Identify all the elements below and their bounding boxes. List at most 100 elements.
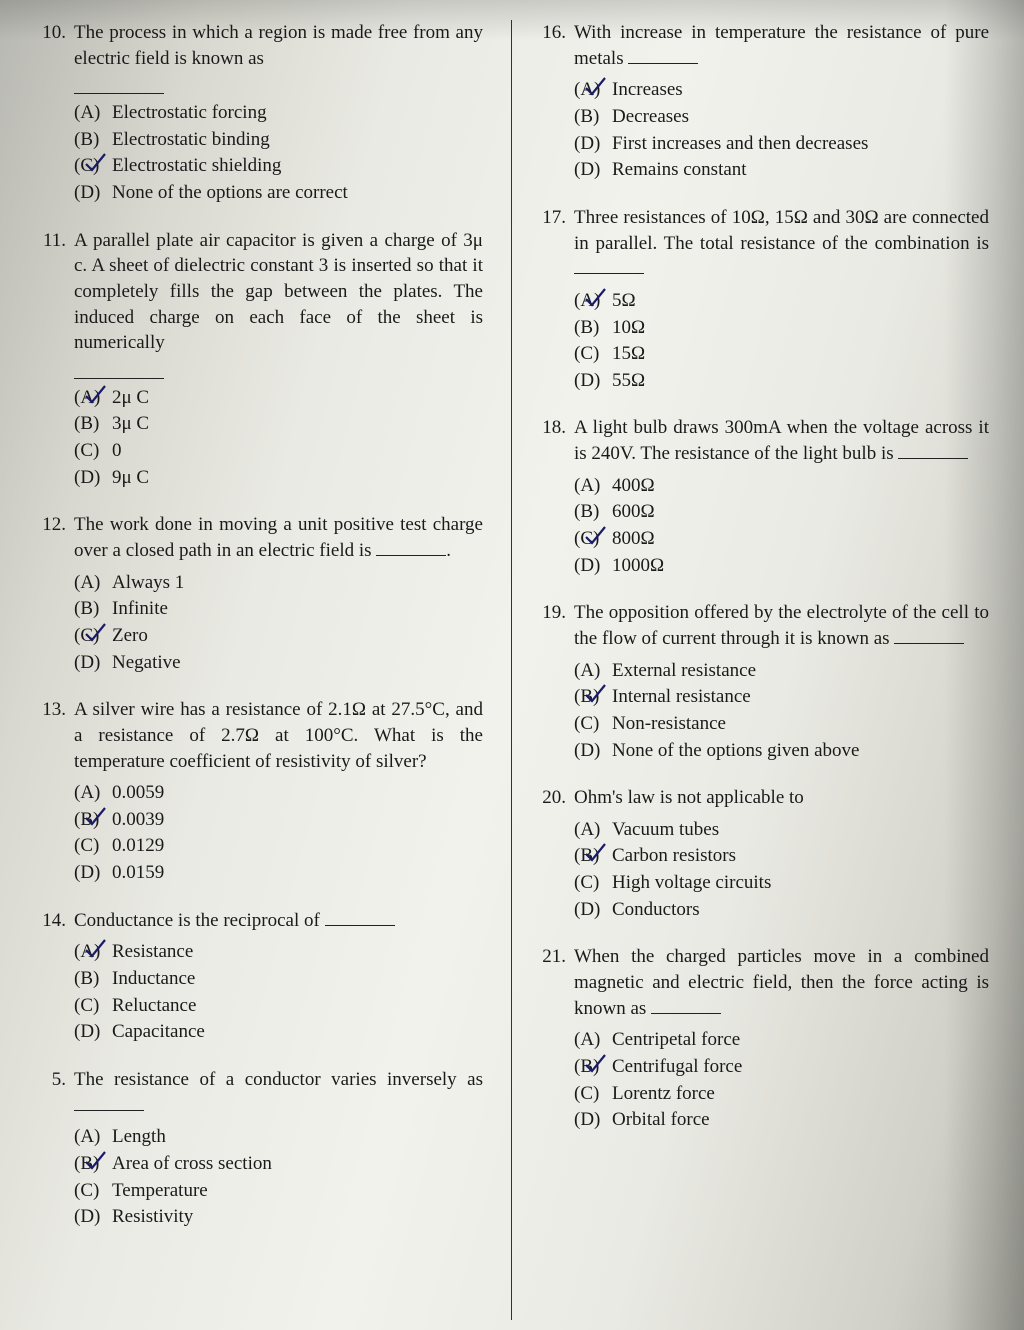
option-text: 3μ C [112, 411, 483, 437]
option-label: (B) [574, 684, 612, 710]
question-text-content: When the charged particles move in a com… [574, 946, 989, 1018]
option: (B)Electrostatic binding [74, 127, 483, 153]
option-label: (B) [574, 1054, 612, 1080]
option-label: (B) [74, 411, 112, 437]
option-text: Temperature [112, 1178, 483, 1204]
option: (C)0.0129 [74, 833, 483, 859]
question-text: A silver wire has a resistance of 2.1Ω a… [74, 697, 483, 774]
option-label: (A) [574, 77, 612, 103]
question-number: 19. [540, 600, 574, 651]
option-text: Capacitance [112, 1019, 483, 1045]
option-label: (B) [574, 315, 612, 341]
options-list: (A)Electrostatic forcing(B)Electrostatic… [74, 100, 483, 206]
options-list: (A)Centripetal force(B)Centrifugal force… [574, 1027, 989, 1133]
option-label-text: (C) [74, 440, 99, 461]
option-label: (C) [574, 526, 612, 552]
option-text: Centrifugal force [612, 1054, 989, 1080]
options-list: (A)Vacuum tubes(B)Carbon resistors(C)Hig… [574, 817, 989, 923]
options-list: (A)2μ C(B)3μ C(C)0(D)9μ C [74, 385, 483, 491]
option-label: (B) [74, 807, 112, 833]
option: (A)Increases [574, 77, 989, 103]
option-text: 1000Ω [612, 553, 989, 579]
option-label-text: (A) [574, 79, 600, 100]
option-label-text: (C) [574, 528, 599, 549]
option-label: (A) [74, 939, 112, 965]
question-stem: 13.A silver wire has a resistance of 2.1… [40, 697, 483, 774]
option: (A)Always 1 [74, 570, 483, 596]
question-stem: 11.A parallel plate air capacitor is giv… [40, 228, 483, 379]
question-text-content: A silver wire has a resistance of 2.1Ω a… [74, 699, 483, 771]
question-block: 20.Ohm's law is not applicable to(A)Vacu… [540, 785, 989, 922]
blank-line [74, 358, 164, 379]
option-label: (C) [574, 870, 612, 896]
option: (C)0 [74, 438, 483, 464]
option-label: (A) [574, 288, 612, 314]
option-text: 0.0159 [112, 860, 483, 886]
right-column: 16.With increase in temperature the resi… [512, 20, 994, 1320]
option-label-text: (D) [74, 1021, 100, 1042]
option: (D)Orbital force [574, 1107, 989, 1133]
option-label-text: (D) [74, 862, 100, 883]
left-column: 10.The process in which a region is made… [30, 20, 512, 1320]
option-label-text: (D) [74, 1206, 100, 1227]
option-label: (A) [574, 1027, 612, 1053]
option: (A)Vacuum tubes [574, 817, 989, 843]
option-label: (B) [74, 596, 112, 622]
question-number: 10. [40, 20, 74, 94]
period: . [446, 540, 451, 561]
option-label: (C) [74, 833, 112, 859]
question-number: 17. [540, 205, 574, 282]
option: (B)0.0039 [74, 807, 483, 833]
question-block: 19.The opposition offered by the electro… [540, 600, 989, 763]
option-label: (D) [74, 465, 112, 491]
option-label: (B) [74, 127, 112, 153]
option-label-text: (C) [74, 155, 99, 176]
option-text: Internal resistance [612, 684, 989, 710]
blank-line [651, 996, 721, 1014]
option-text: First increases and then decreases [612, 131, 989, 157]
option-text: 0.0129 [112, 833, 483, 859]
option-label-text: (D) [574, 555, 600, 576]
option-label-text: (B) [74, 598, 99, 619]
blank-line [325, 908, 395, 926]
option-label-text: (C) [574, 713, 599, 734]
question-text-content: Three resistances of 10Ω, 15Ω and 30Ω ar… [574, 207, 989, 254]
option-text: Carbon resistors [612, 843, 989, 869]
option: (B)600Ω [574, 499, 989, 525]
option-label-text: (C) [74, 625, 99, 646]
option-label: (C) [74, 1178, 112, 1204]
option-label-text: (D) [574, 159, 600, 180]
option-text: 10Ω [612, 315, 989, 341]
option: (C)15Ω [574, 341, 989, 367]
option: (A)Centripetal force [574, 1027, 989, 1053]
question-text: Ohm's law is not applicable to [574, 785, 989, 811]
option-label: (D) [574, 553, 612, 579]
question-text-content: A parallel plate air capacitor is given … [74, 230, 483, 354]
options-list: (A)5Ω(B)10Ω(C)15Ω(D)55Ω [574, 288, 989, 394]
option-label-text: (B) [574, 106, 599, 127]
option-text: Length [112, 1124, 483, 1150]
option-text: Infinite [112, 596, 483, 622]
question-number: 14. [40, 908, 74, 934]
question-stem: 10.The process in which a region is made… [40, 20, 483, 94]
question-text: The resistance of a conductor varies inv… [74, 1067, 483, 1118]
option: (A)External resistance [574, 658, 989, 684]
option-label-text: (D) [74, 182, 100, 203]
question-number: 11. [40, 228, 74, 379]
question-number: 13. [40, 697, 74, 774]
option-label-text: (C) [74, 995, 99, 1016]
option-text: Always 1 [112, 570, 483, 596]
option-label-text: (B) [74, 809, 99, 830]
options-list: (A)Resistance(B)Inductance(C)Reluctance(… [74, 939, 483, 1045]
option: (D)None of the options are correct [74, 180, 483, 206]
option-label: (D) [574, 897, 612, 923]
option-label-text: (B) [74, 1153, 99, 1174]
option-label-text: (C) [74, 1180, 99, 1201]
options-list: (A)Length(B)Area of cross section(C)Temp… [74, 1124, 483, 1230]
question-text: A parallel plate air capacitor is given … [74, 228, 483, 379]
option-label: (D) [74, 1204, 112, 1230]
option: (A)Length [74, 1124, 483, 1150]
option: (B)Inductance [74, 966, 483, 992]
option: (D)None of the options given above [574, 738, 989, 764]
option-label: (B) [574, 104, 612, 130]
